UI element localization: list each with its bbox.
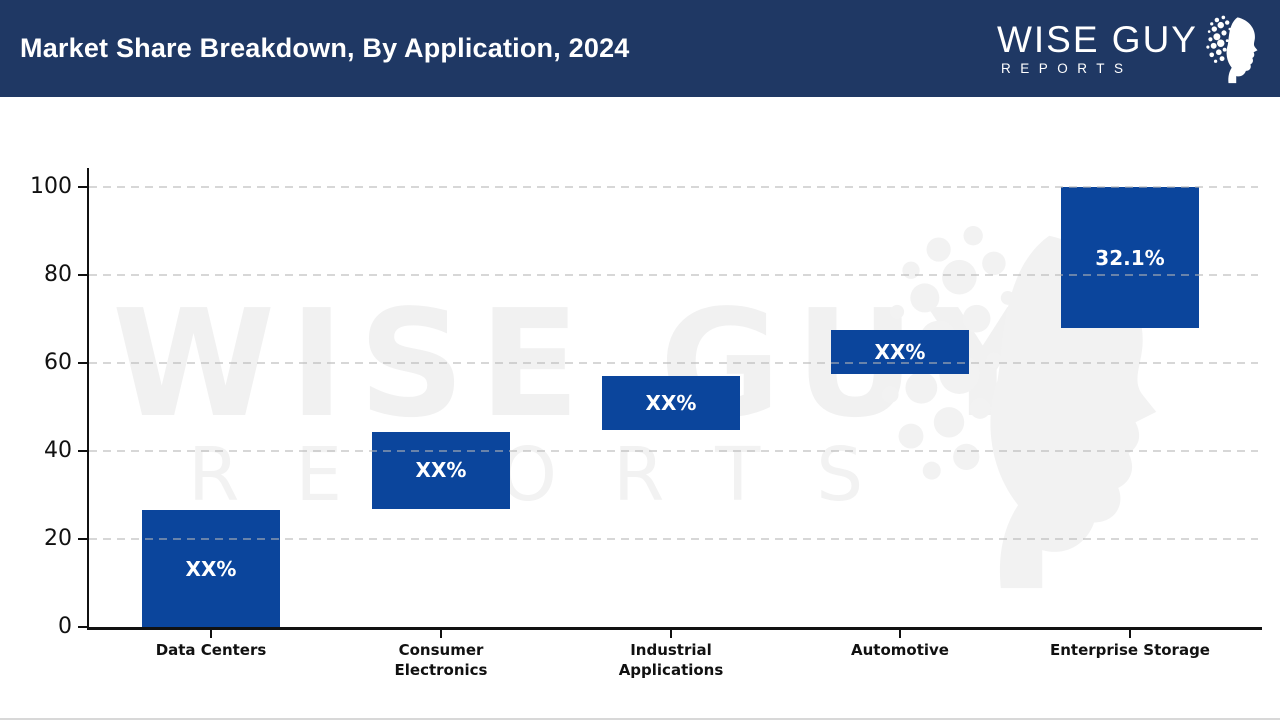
bar-value-label: XX% — [645, 391, 697, 416]
gridline-y40 — [89, 450, 1258, 452]
bar-value-label: XX% — [185, 556, 237, 581]
x-axis-tick-3 — [899, 630, 901, 638]
wise-guy-logo: WISE GUY REPORTS — [997, 12, 1280, 86]
x-axis-tick-0 — [210, 630, 212, 638]
page-bottom-border — [0, 718, 1280, 720]
x-axis-tick-2 — [670, 630, 672, 638]
y-axis-tick-100 — [78, 186, 87, 188]
bar-consumer-electronics[interactable]: XX% — [372, 431, 510, 510]
y-axis-tick-40 — [78, 450, 87, 452]
bar-enterprise-storage[interactable]: 32.1% — [1061, 187, 1199, 329]
y-axis-tick-60 — [78, 362, 87, 364]
y-axis-label-100: 100 — [30, 174, 72, 199]
watermark-subtext: REPORTS — [188, 432, 920, 518]
logo-wordmark: WISE GUY — [996, 19, 1198, 60]
x-axis-tick-1 — [440, 630, 442, 638]
y-axis-tick-80 — [78, 274, 87, 276]
y-axis-spine — [87, 168, 89, 630]
bar-automotive[interactable]: XX% — [831, 330, 969, 375]
y-axis-label-0: 0 — [58, 614, 72, 639]
y-axis-label-60: 60 — [44, 350, 72, 375]
x-axis-label-enterprise-storage: Enterprise Storage — [1050, 641, 1210, 659]
bar-data-centers[interactable]: XX% — [142, 510, 280, 627]
chart-title: Market Share Breakdown, By Application, … — [20, 33, 630, 63]
gridline-y100 — [89, 186, 1258, 188]
y-axis-label-80: 80 — [44, 262, 72, 287]
gridline-y80 — [89, 274, 1258, 276]
y-axis-tick-20 — [78, 538, 87, 540]
x-axis-label-industrial-applications: Industrial Applications — [618, 641, 724, 680]
logo-head-icon — [1206, 15, 1258, 83]
y-axis-label-40: 40 — [44, 438, 72, 463]
y-axis-tick-0 — [78, 626, 87, 628]
x-axis-tick-4 — [1129, 630, 1131, 638]
bar-value-label: XX% — [874, 340, 926, 365]
gridline-y20 — [89, 538, 1258, 540]
y-axis-label-20: 20 — [44, 526, 72, 551]
x-axis-label-data-centers: Data Centers — [155, 641, 267, 659]
bar-value-label: XX% — [415, 458, 467, 483]
gridline-y60 — [89, 362, 1258, 364]
x-axis-spine — [87, 627, 1262, 630]
bar-value-label: 32.1% — [1095, 245, 1165, 270]
report-header: Market Share Breakdown, By Application, … — [0, 0, 1280, 97]
x-axis-label-automotive: Automotive — [851, 641, 949, 659]
x-axis-label-consumer-electronics: Consumer Electronics — [394, 641, 488, 680]
logo-text: WISE GUY REPORTS — [997, 21, 1198, 76]
bar-industrial-applications[interactable]: XX% — [602, 376, 740, 431]
logo-subtitle: REPORTS — [1000, 61, 1133, 76]
